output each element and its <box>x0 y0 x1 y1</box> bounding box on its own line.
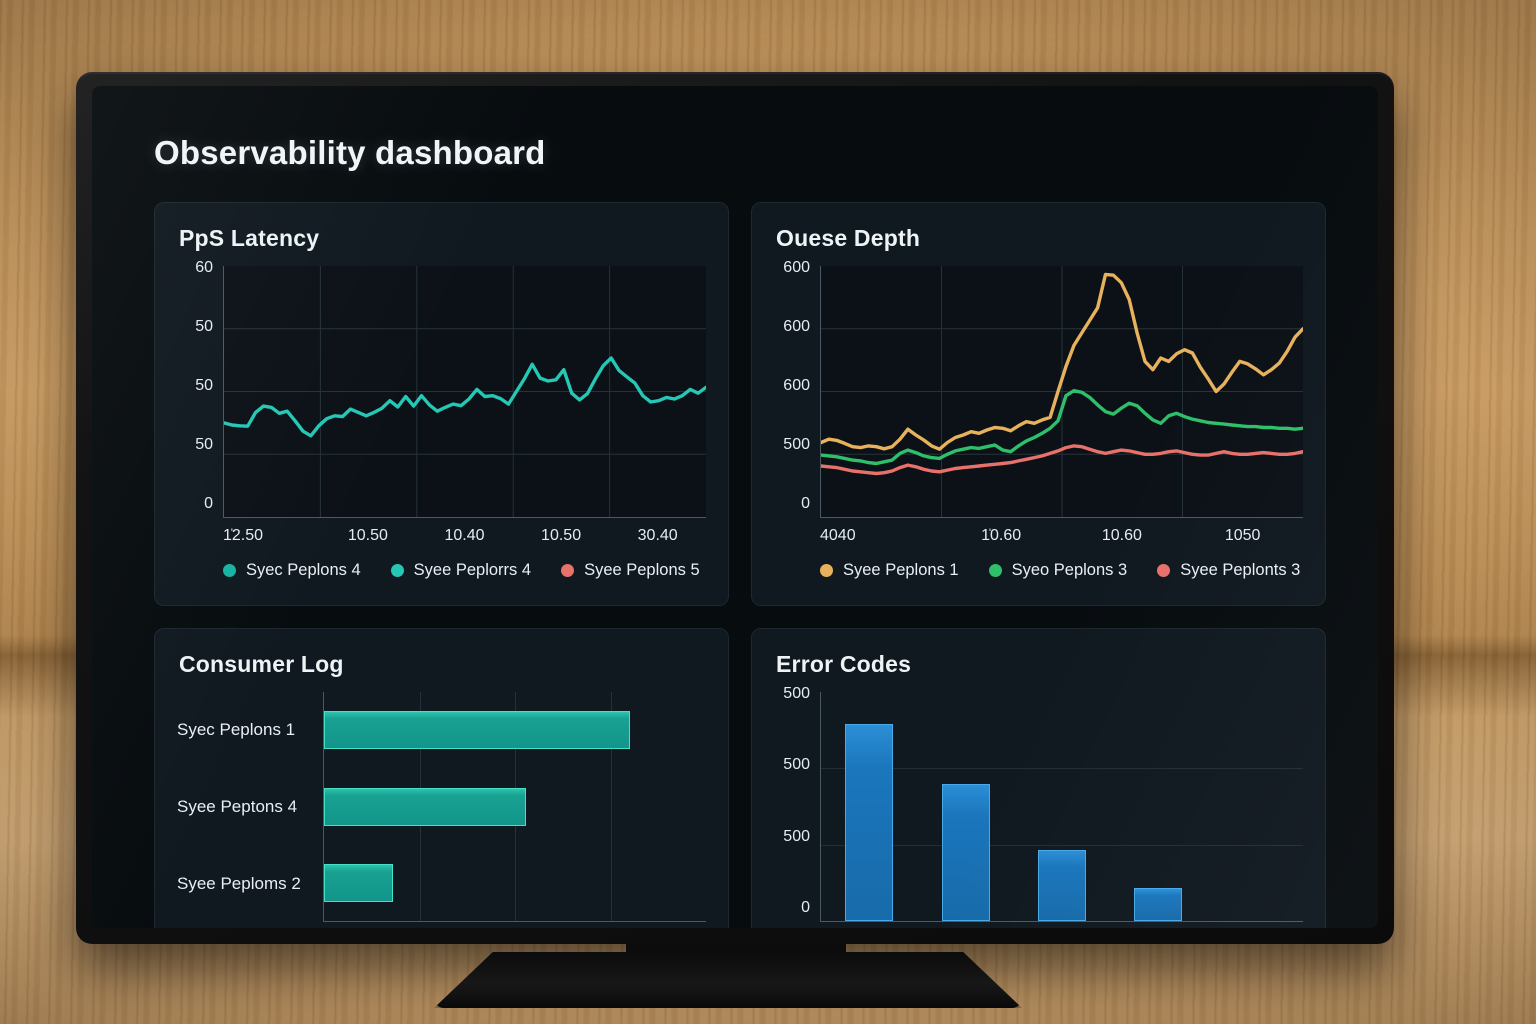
legend-item[interactable]: Syee Peplons 5 <box>561 561 700 580</box>
bar-item[interactable] <box>324 863 393 902</box>
bar-fill <box>324 787 527 826</box>
y-tick: 600 <box>783 377 810 394</box>
latency-legend: Syec Peplons 4 Syee Peplorrs 4 Syee Peplon… <box>223 561 706 580</box>
latency-y-axis: 60 50 50 50 0 <box>177 260 223 518</box>
grid-line <box>610 692 612 921</box>
legend-item[interactable]: Syee Peplonts 3 <box>1157 561 1300 580</box>
x-tick: 4040 <box>820 527 856 544</box>
errors-y-axis: 500 500 500 0 <box>774 686 820 922</box>
legend-color-dot-icon <box>223 564 236 577</box>
consumer-bar-wrap: Syec Peplons 1 Syee Peptons 4 Syee Peploms… <box>177 692 706 922</box>
bar-item[interactable] <box>324 711 630 750</box>
y-tick: 50 <box>195 377 213 394</box>
y-tick: 600 <box>783 318 810 335</box>
panel-title-queue: Ouese Depth <box>776 225 921 251</box>
consumer-bar-plot[interactable] <box>323 692 706 922</box>
panel-consumer-log[interactable]: Consumer Log Syec Peplons 1 Syee Peptons … <box>154 628 729 928</box>
y-tick: 50 <box>195 318 213 335</box>
bar-item[interactable] <box>1038 850 1086 921</box>
monitor-bezel: Observability dashboard PpS Latency 60 5… <box>76 72 1394 944</box>
legend-color-dot-icon <box>561 564 575 577</box>
y-tick: 60 <box>195 259 213 276</box>
errors-plot-wrap: 500 500 500 0 <box>774 686 1303 922</box>
bar-item[interactable] <box>1134 888 1183 921</box>
x-tick: 10.50 <box>347 527 388 544</box>
y-tick: 500 <box>783 756 810 774</box>
x-tick: 1̍2.50 <box>223 527 264 544</box>
x-tick: 10.50 <box>541 527 582 544</box>
dashboard-root: Observability dashboard PpS Latency 60 5… <box>92 86 1378 928</box>
queue-plot-wrap: 600 600 600 500 0 <box>774 260 1303 518</box>
latency-line-plot[interactable] <box>223 266 706 518</box>
legend-label: Syeo Peplons 3 <box>1011 561 1128 579</box>
legend-color-dot-icon <box>820 564 833 577</box>
queue-legend: Syee Peplons 1 Syeo Peplons 3 Syee Peplont… <box>820 561 1303 580</box>
grid-line <box>821 844 1303 846</box>
consumer-category-labels: Syec Peplons 1 Syee Peptons 4 Syee Peploms… <box>177 692 323 922</box>
legend-color-dot-icon <box>988 564 1002 577</box>
bar-category-label: Syec Peplons 1 <box>177 720 296 740</box>
bar-category-label: Syee Peptons 4 <box>177 796 298 816</box>
y-tick: 600 <box>783 259 810 276</box>
x-tick: 10.40 <box>444 527 485 544</box>
x-tick: 1̍0.60 <box>981 527 1022 544</box>
monitor-stand-base <box>434 952 1022 1008</box>
queue-y-axis: 600 600 600 500 0 <box>774 260 820 518</box>
legend-color-dot-icon <box>1157 564 1171 577</box>
latency-plot-wrap: 60 50 50 50 0 <box>177 260 706 518</box>
grid-line <box>821 768 1303 770</box>
y-tick: 500 <box>783 827 810 845</box>
queue-line-plot[interactable] <box>820 266 1303 518</box>
monitor-screen: Observability dashboard PpS Latency 60 5… <box>92 86 1378 928</box>
legend-label: Syee Peplorrs 4 <box>413 561 532 579</box>
y-tick: 0 <box>801 898 810 916</box>
legend-item[interactable]: Syec Peplons 4 <box>223 561 361 580</box>
bar-fill <box>324 711 630 750</box>
legend-label: Syee Peplons 5 <box>584 561 700 579</box>
panel-title-latency: PpS Latency <box>179 225 320 251</box>
panel-queue-depth[interactable]: Ouese Depth 600 600 600 500 0 4040 <box>751 202 1326 606</box>
queue-x-axis: 4040 1̍0.60 10.60 1050 <box>820 527 1303 545</box>
latency-x-axis: 1̍2.50 10.50 10.40 10.50 30.40 <box>223 527 706 545</box>
legend-item[interactable]: Syee Peplorrs 4 <box>390 561 532 580</box>
x-tick: 10.60 <box>1101 527 1142 544</box>
panel-pps-latency[interactable]: PpS Latency 60 50 50 50 0 1̍2.50 1 <box>154 202 729 606</box>
y-tick: 0 <box>204 495 213 512</box>
y-tick: 50 <box>195 436 213 453</box>
panel-title-consumer: Consumer Log <box>179 651 344 677</box>
bar-category-label: Syee Peploms 2 <box>177 873 301 893</box>
y-tick: 500 <box>783 436 810 453</box>
errors-bar-plot[interactable] <box>820 692 1303 922</box>
legend-label: Syee Peplons 1 <box>843 561 959 579</box>
panel-error-codes[interactable]: Error Codes 500 500 500 0 500 600 50 <box>751 628 1326 928</box>
x-tick: 1050 <box>1224 527 1261 544</box>
legend-label: Syec Peplons 4 <box>246 561 361 579</box>
legend-item[interactable]: Syeo Peplons 3 <box>988 561 1128 580</box>
y-tick: 0 <box>801 495 810 512</box>
bar-item[interactable] <box>845 724 894 921</box>
legend-item[interactable]: Syee Peplons 1 <box>820 561 959 580</box>
legend-label: Syee Peplonts 3 <box>1180 561 1301 579</box>
panel-grid: PpS Latency 60 50 50 50 0 1̍2.50 1 <box>154 202 1326 928</box>
legend-color-dot-icon <box>390 564 404 577</box>
x-tick: 30.40 <box>637 527 678 544</box>
bar-item[interactable] <box>941 783 990 921</box>
y-tick: 500 <box>783 685 810 702</box>
bar-item[interactable] <box>324 787 527 826</box>
panel-title-errors: Error Codes <box>776 651 912 677</box>
page-title: Observability dashboard <box>154 134 546 171</box>
bar-fill <box>324 863 393 902</box>
